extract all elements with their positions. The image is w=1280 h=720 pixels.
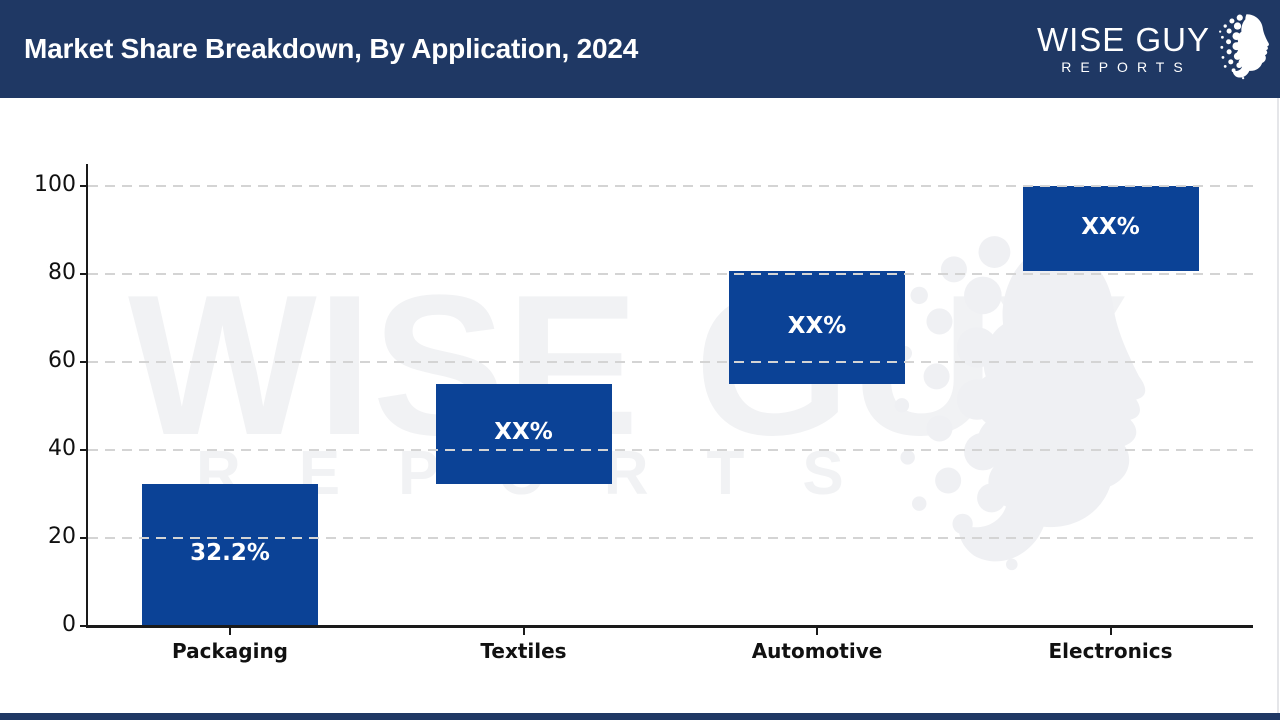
- x-tick-label-electronics: Electronics: [1048, 639, 1173, 663]
- bar-value-label-textiles: XX%: [494, 419, 553, 446]
- footer-bar: [0, 713, 1280, 720]
- bar-electronics: [1022, 186, 1199, 272]
- x-axis-spine: [86, 625, 1253, 628]
- brand-logo-text: WISE GUY REPORTS: [1037, 23, 1210, 75]
- gridline-80: [88, 273, 1253, 275]
- y-tick-mark-0: [80, 625, 88, 627]
- y-tick-mark-80: [80, 273, 88, 275]
- bar-value-label-electronics: XX%: [1081, 213, 1140, 240]
- brand-logo: WISE GUY REPORTS: [1037, 6, 1270, 92]
- watermark-text-1: WISE GUY: [128, 254, 1129, 477]
- brand-name: WISE GUY: [1036, 21, 1210, 59]
- gridline-40: [88, 449, 1253, 451]
- gridline-100: [88, 185, 1253, 187]
- x-tick-mark-packaging: [229, 628, 231, 635]
- gridline-20: [88, 537, 1253, 539]
- x-tick-label-packaging: Packaging: [172, 639, 288, 663]
- y-axis-spine: [86, 164, 88, 628]
- x-tick-mark-automotive: [816, 628, 818, 635]
- y-tick-mark-40: [80, 449, 88, 451]
- chart-area: WISE GUY REPORTS 02040608010032.2%Packag…: [0, 98, 1280, 713]
- bar-value-label-automotive: XX%: [787, 312, 847, 339]
- bar-packaging: [142, 484, 318, 626]
- x-tick-mark-electronics: [1109, 628, 1112, 635]
- y-tick-label-60: 60: [48, 348, 76, 373]
- y-tick-label-20: 20: [48, 524, 76, 549]
- bar-automotive: [729, 271, 905, 384]
- page-title: Market Share Breakdown, By Application, …: [24, 33, 639, 64]
- plot-right-edge: [1277, 98, 1279, 713]
- gridline-60: [88, 361, 1253, 363]
- y-tick-mark-20: [80, 537, 88, 539]
- x-tick-mark-textiles: [522, 628, 525, 635]
- header-bar: Market Share Breakdown, By Application, …: [0, 0, 1280, 98]
- bar-textiles: [435, 384, 612, 485]
- bar-value-label-packaging: 32.2%: [190, 540, 270, 567]
- y-tick-label-40: 40: [48, 436, 76, 461]
- x-tick-label-automotive: Automotive: [751, 639, 883, 663]
- y-tick-label-0: 0: [62, 612, 76, 637]
- y-tick-mark-100: [80, 185, 88, 187]
- brand-subname: REPORTS: [1061, 58, 1192, 75]
- x-tick-label-textiles: Textiles: [480, 639, 567, 663]
- y-tick-mark-60: [80, 361, 88, 363]
- wise-guy-head-icon: [1214, 8, 1270, 90]
- y-tick-label-100: 100: [34, 172, 76, 197]
- y-tick-label-80: 80: [48, 260, 76, 285]
